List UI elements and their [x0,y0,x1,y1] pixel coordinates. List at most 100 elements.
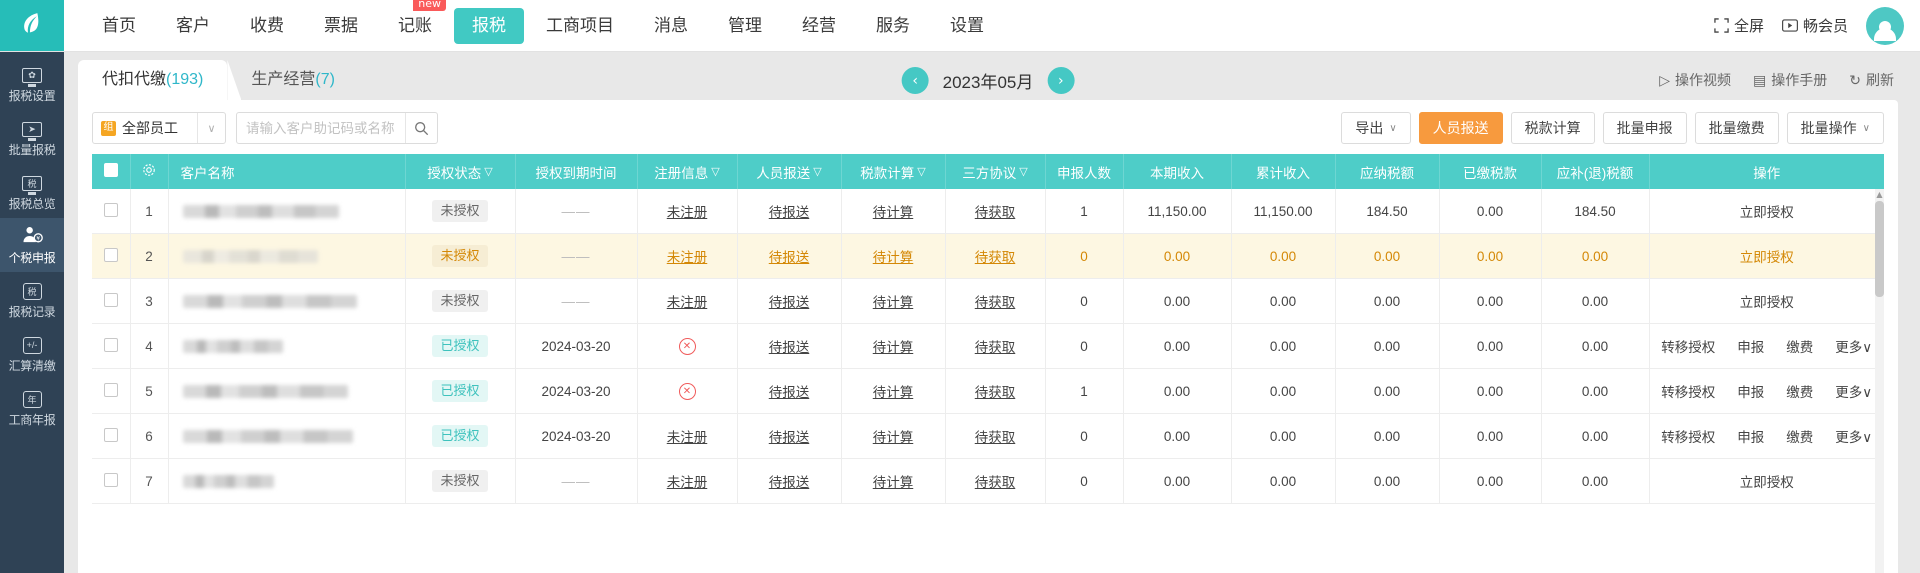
register-info-cell[interactable]: 未注册 [637,458,738,504]
op-立即授权[interactable]: 立即授权 [1739,475,1794,490]
register-link[interactable]: 未注册 [666,205,708,220]
table-row[interactable]: 5 已授权 2024-03-20 ✕ 待报送 待计算 待获取 1 0.00 0.00 0.00 0.0… [92,368,1884,414]
agreement-link[interactable]: 待获取 [974,385,1016,400]
nav-item-9[interactable]: 管理 [710,8,780,44]
scroll-up-arrow-icon[interactable]: ▲ [1876,189,1883,199]
tax-calc-link[interactable]: 待计算 [872,340,914,355]
agreement-link[interactable]: 待获取 [974,295,1016,310]
filter-icon[interactable]: ▽ [711,165,720,178]
third-party-agreement-cell[interactable]: 待获取 [945,368,1046,414]
register-link[interactable]: 未注册 [666,295,708,310]
tab-代扣代缴[interactable]: 代扣代缴(193) [78,60,228,100]
row-checkbox[interactable] [103,247,118,262]
nav-item-11[interactable]: 服务 [858,8,928,44]
vertical-scrollbar[interactable]: ▲ [1875,189,1884,573]
row-select-cell[interactable] [92,189,131,234]
table-row[interactable]: 3 未授权 —— 未注册 待报送 待计算 待获取 0 0.00 0.00 0.00 0.00 0.00 立… [92,278,1884,324]
nav-item-1[interactable]: 首页 [84,8,154,44]
column-settings-header[interactable] [130,154,169,189]
row-checkbox[interactable] [103,382,118,397]
tax-calc-cell[interactable]: 待计算 [841,458,946,504]
tax-calc-link[interactable]: 待计算 [872,250,914,265]
submit-link[interactable]: 待报送 [768,340,810,355]
third-party-agreement-cell[interactable]: 待获取 [945,278,1046,324]
personnel-submit-cell[interactable]: 待报送 [737,323,842,369]
register-info-cell[interactable]: 未注册 [637,278,738,324]
filter-icon[interactable]: ▽ [1019,165,1028,178]
row-select-cell[interactable] [92,413,131,459]
op-立即授权[interactable]: 立即授权 [1739,250,1794,265]
submit-link[interactable]: 待报送 [768,250,810,265]
tax-calc-cell[interactable]: 待计算 [841,278,946,324]
nav-item-12[interactable]: 设置 [932,8,1002,44]
nav-item-6[interactable]: 报税 [454,7,524,44]
agreement-link[interactable]: 待获取 [974,205,1016,220]
op-申报[interactable]: 申报 [1737,340,1765,355]
tax-calc-cell[interactable]: 待计算 [841,413,946,459]
register-info-cell[interactable]: ✕ [637,368,738,414]
导出-button[interactable]: 导出 ∨ [1341,112,1411,144]
filter-icon[interactable]: ▽ [813,165,822,178]
row-select-cell[interactable] [92,233,131,279]
app-logo[interactable] [0,0,64,51]
op-转移授权[interactable]: 转移授权 [1661,340,1716,355]
prev-month-button[interactable]: ‹ [901,67,929,94]
agreement-link[interactable]: 待获取 [974,475,1016,490]
scrollbar-thumb[interactable] [1875,201,1884,297]
submit-link[interactable]: 待报送 [768,295,810,310]
sidebar-item-工商年报[interactable]: 年工商年报 [0,380,64,434]
op-立即授权[interactable]: 立即授权 [1739,295,1794,310]
table-row[interactable]: 4 已授权 2024-03-20 ✕ 待报送 待计算 待获取 0 0.00 0.00 0.00 0.0… [92,323,1884,369]
sidebar-item-报税记录[interactable]: 税报税记录 [0,272,64,326]
third-party-agreement-cell[interactable]: 待获取 [945,413,1046,459]
op-缴费[interactable]: 缴费 [1786,385,1814,400]
tax-calc-cell[interactable]: 待计算 [841,189,946,234]
sidebar-item-报税总览[interactable]: 税报税总览 [0,164,64,218]
sidebar-item-个税申报[interactable]: ¥ 个税申报 [0,218,64,272]
employee-select[interactable]: 组 全部员工 ∨ [92,112,226,144]
third-party-agreement-cell[interactable]: 待获取 [945,189,1046,234]
row-select-cell[interactable] [92,323,131,369]
submit-link[interactable]: 待报送 [768,475,810,490]
table-row[interactable]: 2 未授权 —— 未注册 待报送 待计算 待获取 0 0.00 0.00 0.00 0.00 0.00 立… [92,233,1884,279]
register-info-cell[interactable]: 未注册 [637,189,738,234]
刷新-button[interactable]: ↻ 刷新 [1849,70,1894,90]
personnel-submit-cell[interactable]: 待报送 [737,368,842,414]
filter-icon[interactable]: ▽ [917,165,926,178]
批量缴费-button[interactable]: 批量缴费 [1694,112,1779,144]
人员报送-button[interactable]: 人员报送 [1418,112,1503,144]
submit-link[interactable]: 待报送 [768,430,810,445]
register-link[interactable]: 未注册 [666,430,708,445]
agreement-link[interactable]: 待获取 [974,250,1016,265]
nav-item-5[interactable]: 记账 new [380,0,450,44]
row-checkbox[interactable] [103,292,118,307]
submit-link[interactable]: 待报送 [768,385,810,400]
register-info-cell[interactable]: 未注册 [637,413,738,459]
sidebar-item-批量报税[interactable]: ➤ 批量报税 [0,110,64,164]
nav-item-10[interactable]: 经营 [784,8,854,44]
filter-icon[interactable]: ▽ [484,165,493,178]
row-checkbox[interactable] [103,472,118,487]
table-row[interactable]: 1 未授权 —— 未注册 待报送 待计算 待获取 1 11,150.00 11,150.00 184… [92,189,1884,234]
税款计算-button[interactable]: 税款计算 [1510,112,1595,144]
row-checkbox[interactable] [103,202,118,217]
tab-生产经营[interactable]: 生产经营(7) [227,60,359,100]
gear-icon[interactable] [142,164,156,180]
row-select-cell[interactable] [92,278,131,324]
third-party-agreement-cell[interactable]: 待获取 [945,323,1046,369]
tax-calc-link[interactable]: 待计算 [872,475,914,490]
op-更多∨[interactable]: 更多∨ [1835,340,1873,355]
avatar[interactable] [1866,6,1904,45]
tax-calc-link[interactable]: 待计算 [872,385,914,400]
table-row[interactable]: 7 未授权 —— 未注册 待报送 待计算 待获取 0 0.00 0.00 0.00 0.00 0.00 立… [92,458,1884,504]
op-申报[interactable]: 申报 [1737,385,1765,400]
row-select-cell[interactable] [92,458,131,504]
search-input[interactable] [237,113,405,143]
agreement-link[interactable]: 待获取 [974,340,1016,355]
third-party-agreement-cell[interactable]: 待获取 [945,233,1046,279]
register-error-icon[interactable]: ✕ [678,338,696,355]
操作视频-button[interactable]: ▷ 操作视频 [1659,70,1731,90]
sidebar-item-报税设置[interactable]: ✿ 报税设置 [0,56,64,110]
tax-calc-cell[interactable]: 待计算 [841,233,946,279]
op-更多∨[interactable]: 更多∨ [1835,430,1873,445]
